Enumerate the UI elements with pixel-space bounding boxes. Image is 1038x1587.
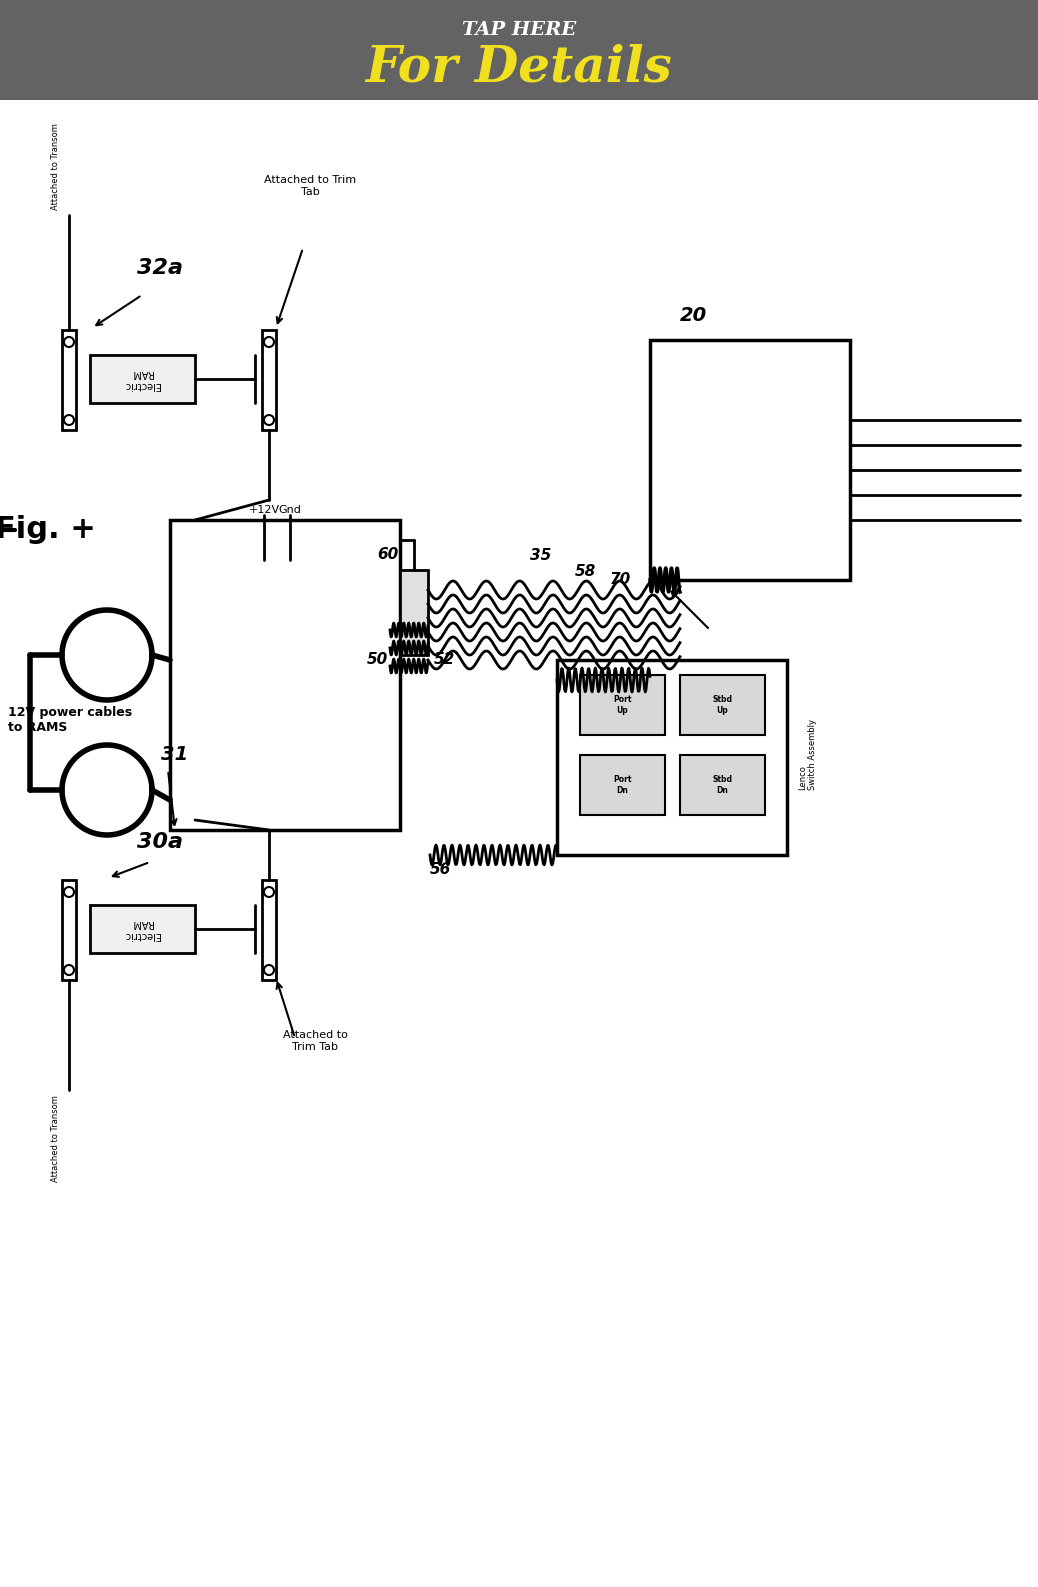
Text: Attached to
Trim Tab: Attached to Trim Tab	[282, 1030, 348, 1052]
Circle shape	[264, 414, 274, 425]
Text: 30a: 30a	[137, 832, 183, 852]
Circle shape	[64, 336, 74, 348]
Text: 31: 31	[161, 746, 189, 765]
Bar	[580, 755, 665, 816]
Text: Attached to Transom: Attached to Transom	[51, 1095, 59, 1182]
Text: 70: 70	[610, 573, 631, 587]
Text: Gnd: Gnd	[278, 505, 301, 516]
Text: TAP HERE: TAP HERE	[462, 21, 576, 40]
Text: 52: 52	[434, 652, 456, 668]
Bar	[557, 660, 787, 855]
Bar	[680, 674, 765, 735]
Circle shape	[264, 965, 274, 974]
Bar	[90, 905, 195, 954]
Text: Port
Up: Port Up	[613, 695, 632, 714]
Text: 60: 60	[377, 548, 398, 562]
Text: +12V: +12V	[248, 505, 279, 516]
Bar	[262, 881, 276, 981]
Text: 20: 20	[680, 306, 707, 325]
Text: 50: 50	[366, 652, 388, 668]
Text: Fig. +: Fig. +	[0, 516, 95, 544]
Bar	[650, 340, 850, 579]
Text: 58: 58	[575, 565, 596, 579]
Text: Port
Dn: Port Dn	[613, 776, 632, 795]
Text: 12V power cables
to RAMS: 12V power cables to RAMS	[8, 706, 132, 735]
Bar	[62, 330, 76, 430]
Text: 32a: 32a	[137, 259, 183, 278]
Circle shape	[264, 887, 274, 897]
Bar	[400, 570, 428, 655]
Circle shape	[264, 336, 274, 348]
Bar	[62, 881, 76, 981]
Text: 35: 35	[530, 548, 551, 562]
Circle shape	[64, 965, 74, 974]
Circle shape	[64, 414, 74, 425]
Text: Stbd
Dn: Stbd Dn	[712, 776, 733, 795]
Bar	[580, 674, 665, 735]
Bar	[90, 355, 195, 403]
Circle shape	[64, 887, 74, 897]
Text: For Details: For Details	[365, 43, 673, 92]
Text: Stbd
Up: Stbd Up	[712, 695, 733, 714]
Text: Attached to Transom: Attached to Transom	[51, 124, 59, 209]
Bar	[262, 330, 276, 430]
Bar	[680, 755, 765, 816]
Text: Electric
RAM: Electric RAM	[124, 919, 160, 940]
Bar	[0, 0, 1038, 100]
Text: Electric
RAM: Electric RAM	[124, 368, 160, 390]
Text: 56: 56	[430, 862, 452, 878]
Bar	[170, 521, 400, 830]
Text: Lenco
Switch Assembly: Lenco Switch Assembly	[798, 719, 817, 790]
Text: Attached to Trim
Tab: Attached to Trim Tab	[264, 175, 356, 197]
